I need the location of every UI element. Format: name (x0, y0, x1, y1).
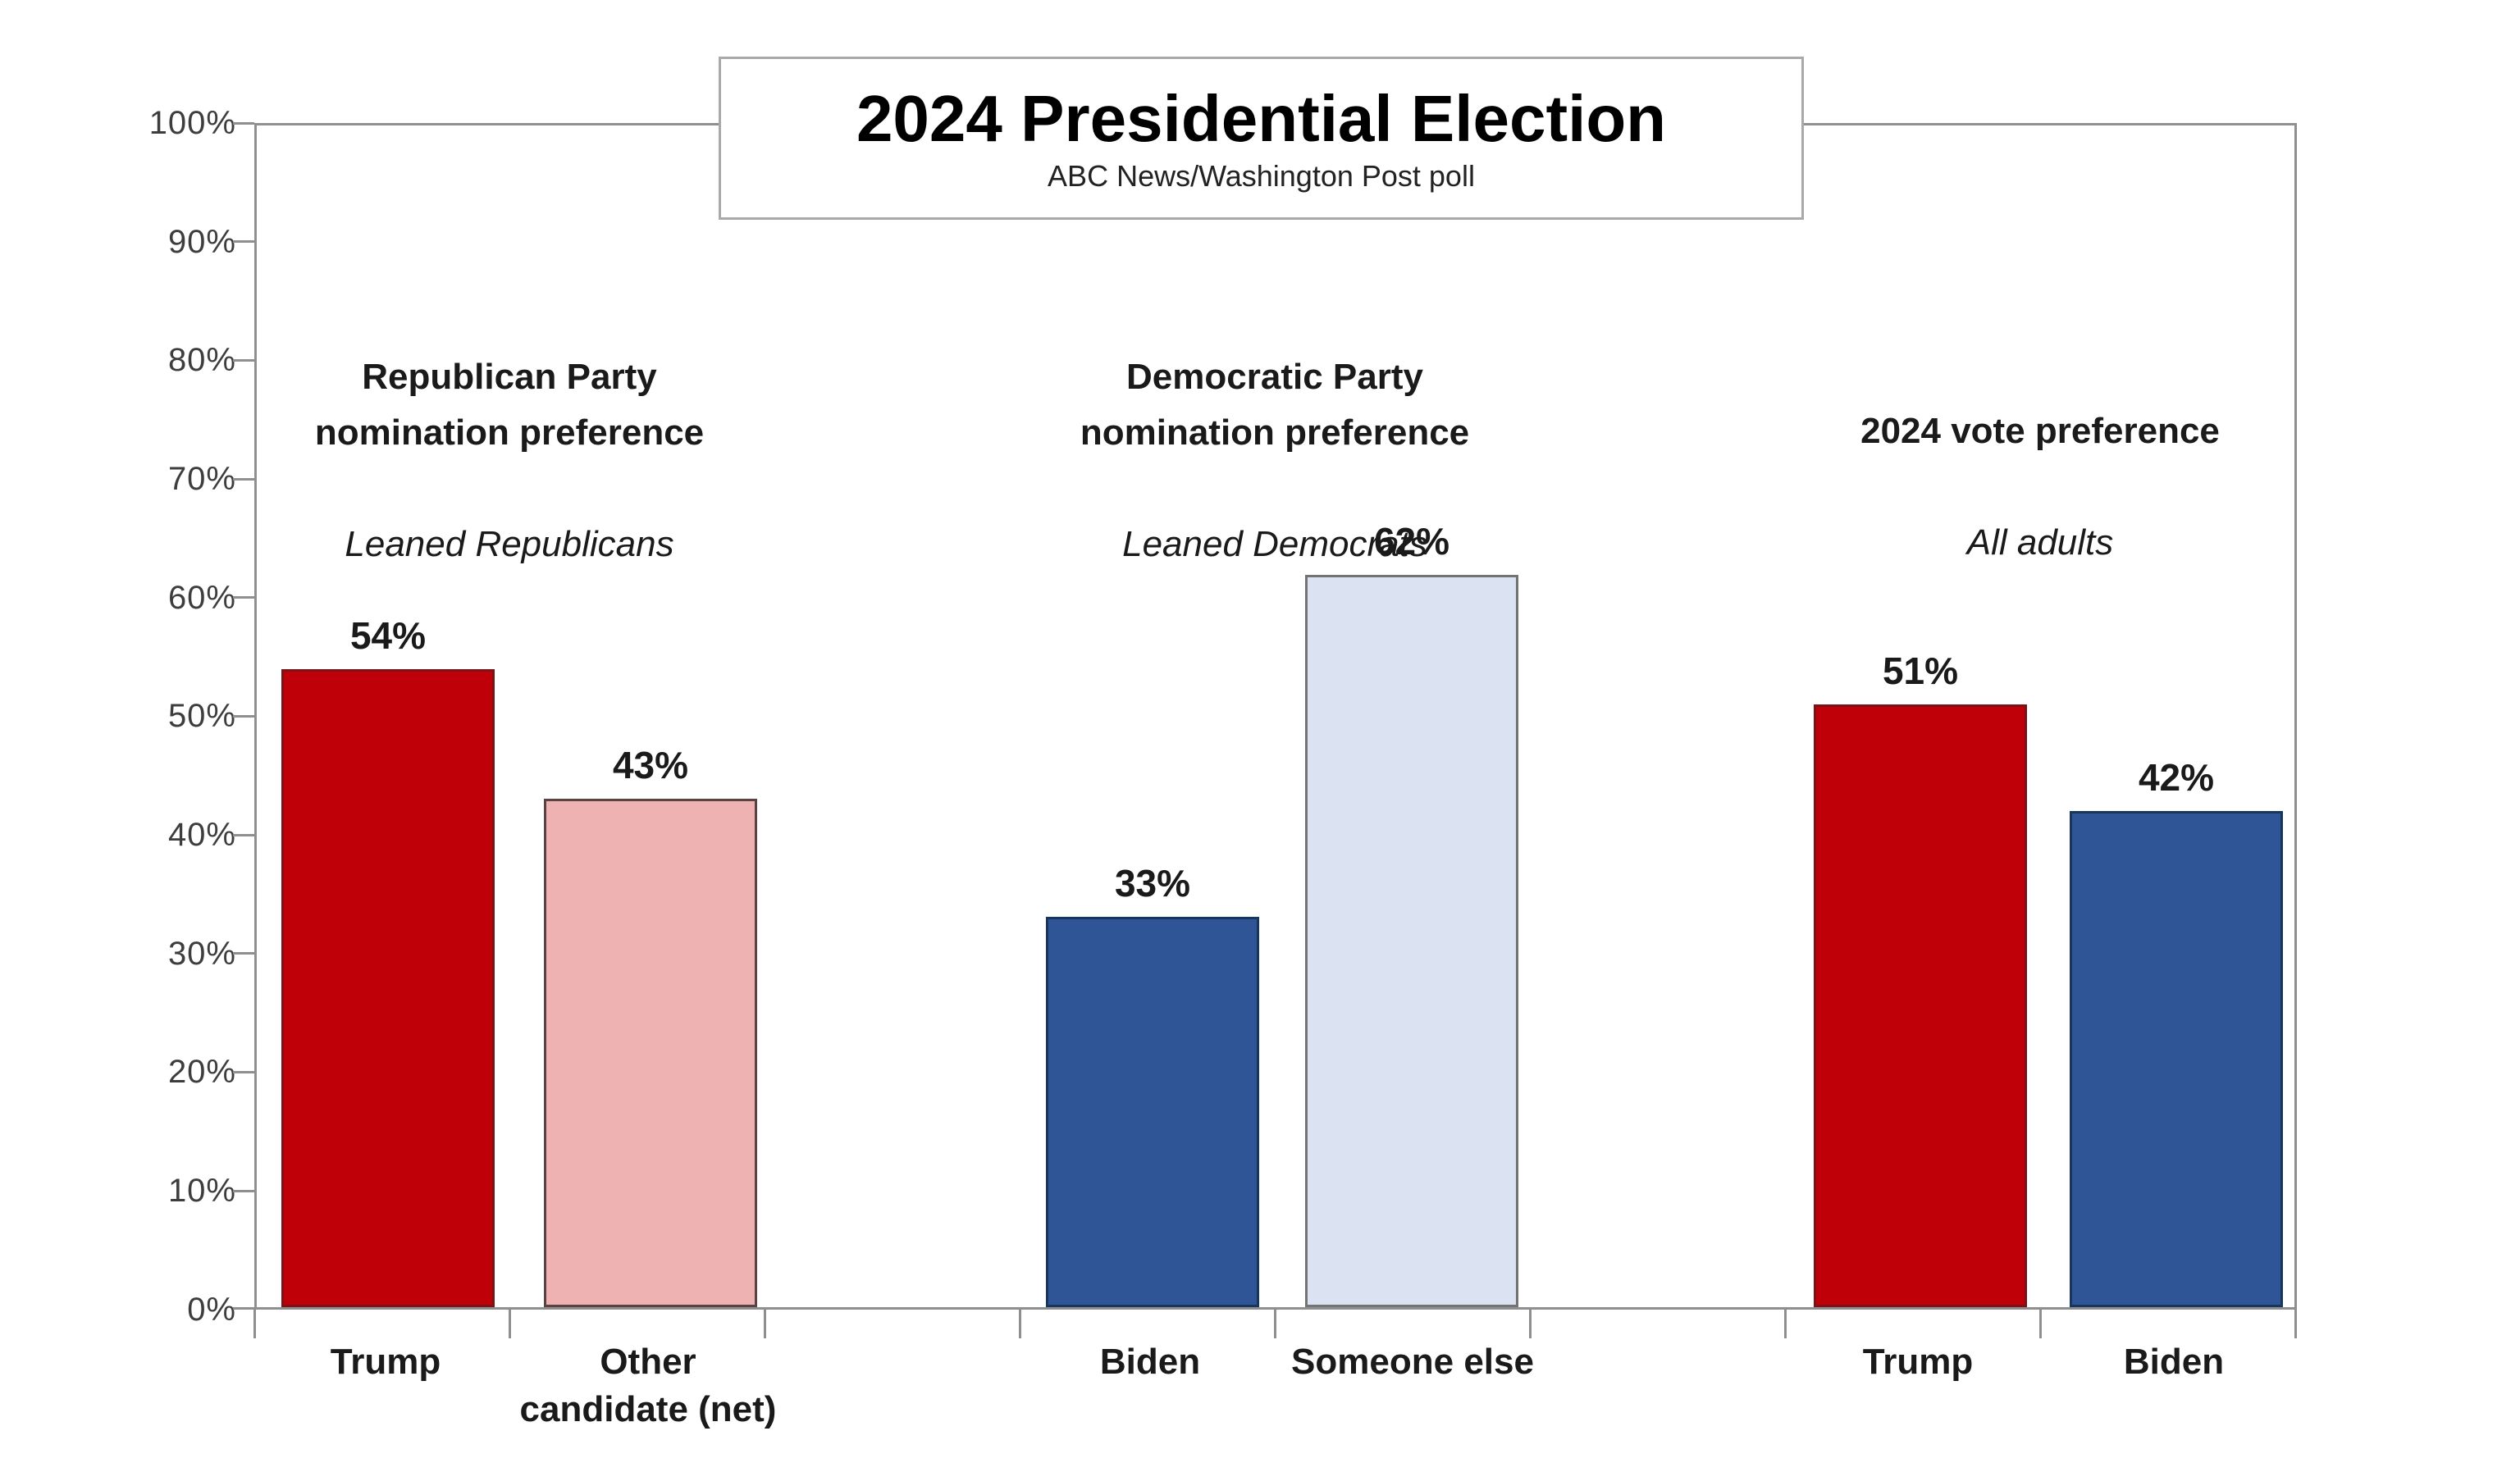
y-axis-label-0: 0% (187, 1292, 236, 1328)
bar-value-label: 62% (1373, 519, 1450, 563)
group-heading-text: Democratic Party nomination preference (1080, 357, 1470, 453)
group-heading-democratic: Democratic Party nomination preference L… (1080, 294, 1469, 628)
y-axis-label-70: 70% (167, 461, 236, 497)
y-tick-mark (233, 1307, 254, 1310)
x-label-biden-general: Biden (2123, 1342, 2225, 1382)
chart-subtitle: ABC News/Washington Post poll (1048, 158, 1475, 193)
bar-trump-general (1814, 704, 2027, 1307)
x-tick-mark (1019, 1309, 1021, 1338)
y-tick-mark (233, 359, 254, 362)
bar-value-label: 33% (1114, 862, 1191, 905)
bar-column-other-candidate: 43% (544, 125, 757, 1307)
bar-value-label: 42% (2138, 755, 2215, 799)
group-subheading-text: All adults (1966, 522, 2114, 563)
bar-biden-dem (1046, 917, 1259, 1307)
y-tick-mark (233, 478, 254, 481)
bar-value-label: 51% (1882, 649, 1959, 693)
bar-value-label: 54% (349, 613, 427, 657)
group-heading-text: 2024 vote preference (1860, 411, 2220, 451)
y-axis-label-100: 100% (148, 105, 236, 141)
bar-column-someone-else: 62% (1305, 125, 1518, 1307)
y-tick-mark (233, 834, 254, 836)
x-tick-mark (2294, 1309, 2297, 1338)
x-label-trump-general: Trump (1862, 1342, 1974, 1382)
y-tick-mark (233, 1071, 254, 1073)
y-tick-mark (233, 240, 254, 243)
y-tick-mark (233, 952, 254, 955)
group-subheading-text: Leaned Republicans (345, 524, 674, 564)
y-tick-mark (233, 715, 254, 718)
x-label-other-candidate: Other candidate (net) (519, 1342, 777, 1429)
x-label-biden-dem: Biden (1099, 1342, 1201, 1382)
chart-title-box: 2024 Presidential Election ABC News/Wash… (719, 57, 1804, 220)
y-axis-label-50: 50% (167, 698, 236, 734)
x-tick-mark (1784, 1309, 1787, 1338)
y-axis-label-20: 20% (167, 1054, 236, 1090)
bar-someone-else (1305, 574, 1518, 1307)
chart-title: 2024 Presidential Election (856, 81, 1667, 155)
bar-biden-general (2070, 810, 2283, 1307)
y-axis-label-90: 90% (167, 224, 236, 260)
y-tick-mark (233, 596, 254, 599)
x-tick-mark (509, 1309, 511, 1338)
y-axis-label-40: 40% (167, 817, 236, 853)
y-tick-mark (233, 1190, 254, 1192)
y-tick-mark (233, 122, 254, 125)
group-heading-text: Republican Party nomination preference (314, 357, 705, 453)
x-tick-mark (764, 1309, 766, 1338)
group-heading-vote-preference: 2024 vote preference All adults (1860, 348, 2220, 627)
bar-column-trump-rep: 54% (281, 125, 495, 1307)
x-tick-mark (1529, 1309, 1532, 1338)
y-axis-label-80: 80% (167, 342, 236, 378)
bar-trump-rep (281, 668, 495, 1307)
plot-area: 54% 43% 33% 62% 51% 42% (254, 123, 2297, 1310)
x-tick-mark (1274, 1309, 1276, 1338)
x-tick-mark (253, 1309, 256, 1338)
bar-column-trump-general: 51% (1814, 125, 2027, 1307)
x-label-trump-rep: Trump (330, 1342, 441, 1382)
group-subheading-text: Leaned Democrats (1122, 524, 1427, 564)
bar-value-label: 43% (612, 744, 689, 787)
y-axis-label-10: 10% (167, 1173, 236, 1209)
x-label-someone-else: Someone else (1291, 1342, 1534, 1382)
group-heading-republican: Republican Party nomination preference L… (315, 294, 704, 628)
x-tick-mark (2039, 1309, 2042, 1338)
bar-column-biden-dem: 33% (1046, 125, 1259, 1307)
bar-column-biden-general: 42% (2070, 125, 2283, 1307)
y-axis-label-60: 60% (167, 580, 236, 616)
y-axis-label-30: 30% (167, 936, 236, 972)
bar-other-candidate (544, 799, 757, 1307)
